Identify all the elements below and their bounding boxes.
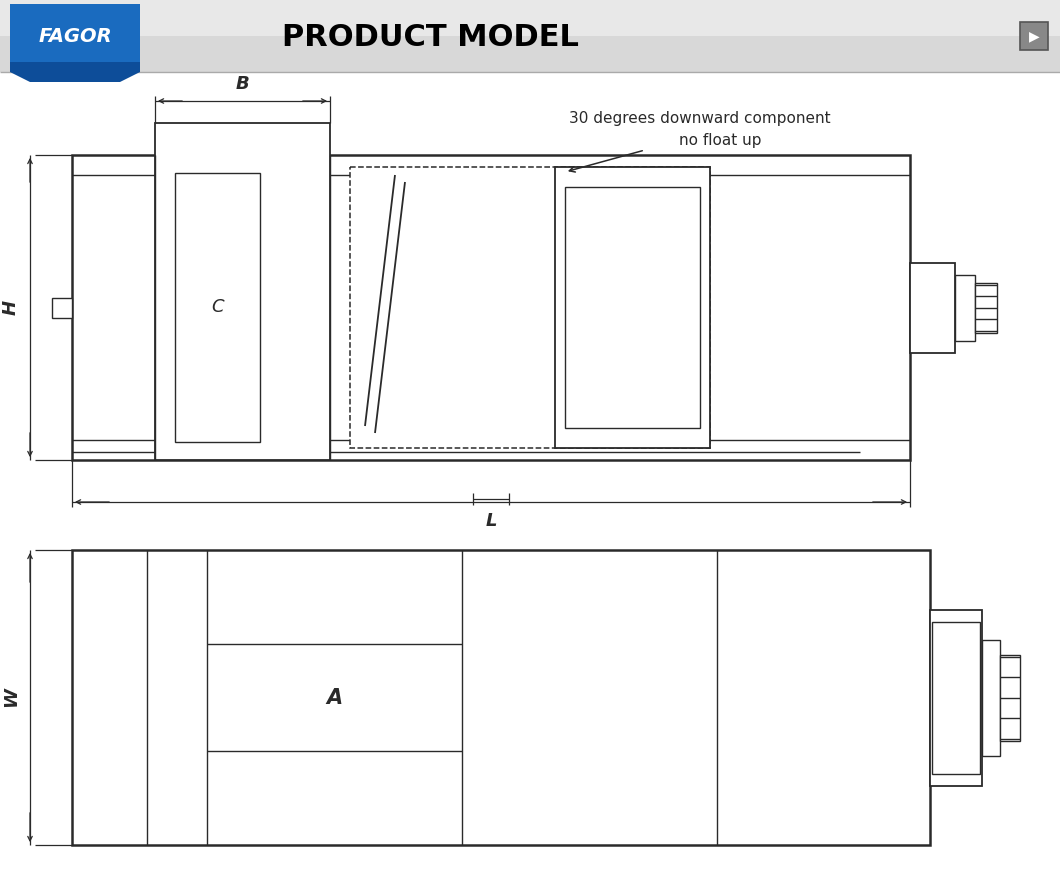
Text: L: L	[485, 512, 497, 530]
Bar	[1000, 654, 1020, 740]
Text: A: A	[326, 688, 342, 708]
Text: FAGOR: FAGOR	[38, 26, 111, 46]
Bar	[0, 0, 1060, 36]
Bar	[932, 621, 980, 774]
Bar	[930, 610, 982, 786]
Bar	[975, 283, 997, 332]
Bar	[10, 4, 140, 62]
Text: 30 degrees downward component: 30 degrees downward component	[569, 110, 831, 125]
Text: W: W	[2, 688, 20, 707]
Bar	[350, 167, 710, 448]
Text: ▶: ▶	[1028, 29, 1039, 43]
Bar	[0, 0, 1060, 72]
Text: B: B	[235, 75, 249, 93]
Bar	[72, 550, 930, 845]
Bar	[1020, 22, 1048, 50]
Bar	[555, 167, 710, 448]
Bar	[955, 275, 975, 340]
Polygon shape	[10, 62, 140, 82]
Bar	[155, 123, 330, 460]
Bar	[175, 173, 260, 442]
Bar	[565, 187, 700, 428]
Bar	[909, 262, 955, 353]
Text: no float up: no float up	[678, 132, 761, 148]
Text: WUXI FAGOR TECHNOLOGY COMPANY LIMITED: WUXI FAGOR TECHNOLOGY COMPANY LIMITED	[344, 424, 635, 437]
Bar	[982, 640, 1000, 755]
Text: C: C	[211, 298, 224, 317]
Text: H: H	[2, 300, 20, 315]
Bar	[72, 155, 909, 460]
Bar	[10, 4, 140, 62]
Text: PRODUCT MODEL: PRODUCT MODEL	[282, 24, 579, 52]
Bar	[52, 298, 72, 318]
